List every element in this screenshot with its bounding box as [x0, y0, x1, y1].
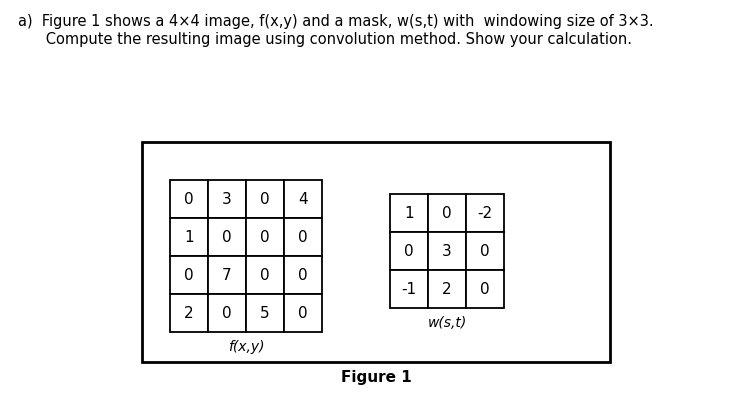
- Bar: [466, 270, 504, 308]
- Bar: [208, 256, 246, 294]
- Bar: [246, 180, 284, 218]
- Bar: [466, 194, 504, 232]
- Bar: [170, 218, 208, 256]
- Bar: [208, 218, 246, 256]
- Bar: [246, 294, 284, 332]
- Text: 1: 1: [184, 229, 194, 244]
- Bar: [428, 232, 466, 270]
- Text: 0: 0: [299, 229, 308, 244]
- Bar: [170, 294, 208, 332]
- Text: 0: 0: [481, 244, 490, 259]
- Bar: [466, 232, 504, 270]
- Text: -2: -2: [478, 206, 493, 221]
- Text: 0: 0: [184, 191, 194, 206]
- Text: 4: 4: [299, 191, 308, 206]
- Text: 3: 3: [222, 191, 232, 206]
- Bar: [390, 270, 428, 308]
- Text: 2: 2: [184, 305, 194, 320]
- Bar: [428, 194, 466, 232]
- Bar: [284, 256, 322, 294]
- Bar: [170, 180, 208, 218]
- Text: 0: 0: [404, 244, 414, 259]
- Text: 7: 7: [222, 267, 232, 282]
- Text: 0: 0: [299, 267, 308, 282]
- Text: a)  Figure 1 shows a 4×4 image, f(x,y) and a mask, w(s,t) with  windowing size o: a) Figure 1 shows a 4×4 image, f(x,y) an…: [18, 14, 653, 29]
- Bar: [246, 256, 284, 294]
- Text: Figure 1: Figure 1: [341, 370, 411, 385]
- Text: 0: 0: [442, 206, 452, 221]
- Bar: [284, 180, 322, 218]
- Bar: [142, 142, 610, 362]
- Text: 0: 0: [222, 229, 232, 244]
- Text: f(x,y): f(x,y): [228, 340, 264, 354]
- Text: Compute the resulting image using convolution method. Show your calculation.: Compute the resulting image using convol…: [18, 32, 632, 47]
- Bar: [208, 294, 246, 332]
- Text: 2: 2: [442, 282, 452, 297]
- Text: 0: 0: [299, 305, 308, 320]
- Text: 3: 3: [442, 244, 452, 259]
- Text: 0: 0: [260, 229, 270, 244]
- Text: 0: 0: [481, 282, 490, 297]
- Bar: [170, 256, 208, 294]
- Text: -1: -1: [402, 282, 417, 297]
- Bar: [428, 270, 466, 308]
- Text: 0: 0: [260, 267, 270, 282]
- Text: w(s,t): w(s,t): [427, 316, 467, 330]
- Text: 0: 0: [260, 191, 270, 206]
- Text: 5: 5: [260, 305, 270, 320]
- Text: 0: 0: [184, 267, 194, 282]
- Bar: [208, 180, 246, 218]
- Bar: [246, 218, 284, 256]
- Bar: [390, 232, 428, 270]
- Text: 1: 1: [404, 206, 414, 221]
- Bar: [284, 218, 322, 256]
- Bar: [390, 194, 428, 232]
- Text: 0: 0: [222, 305, 232, 320]
- Bar: [284, 294, 322, 332]
